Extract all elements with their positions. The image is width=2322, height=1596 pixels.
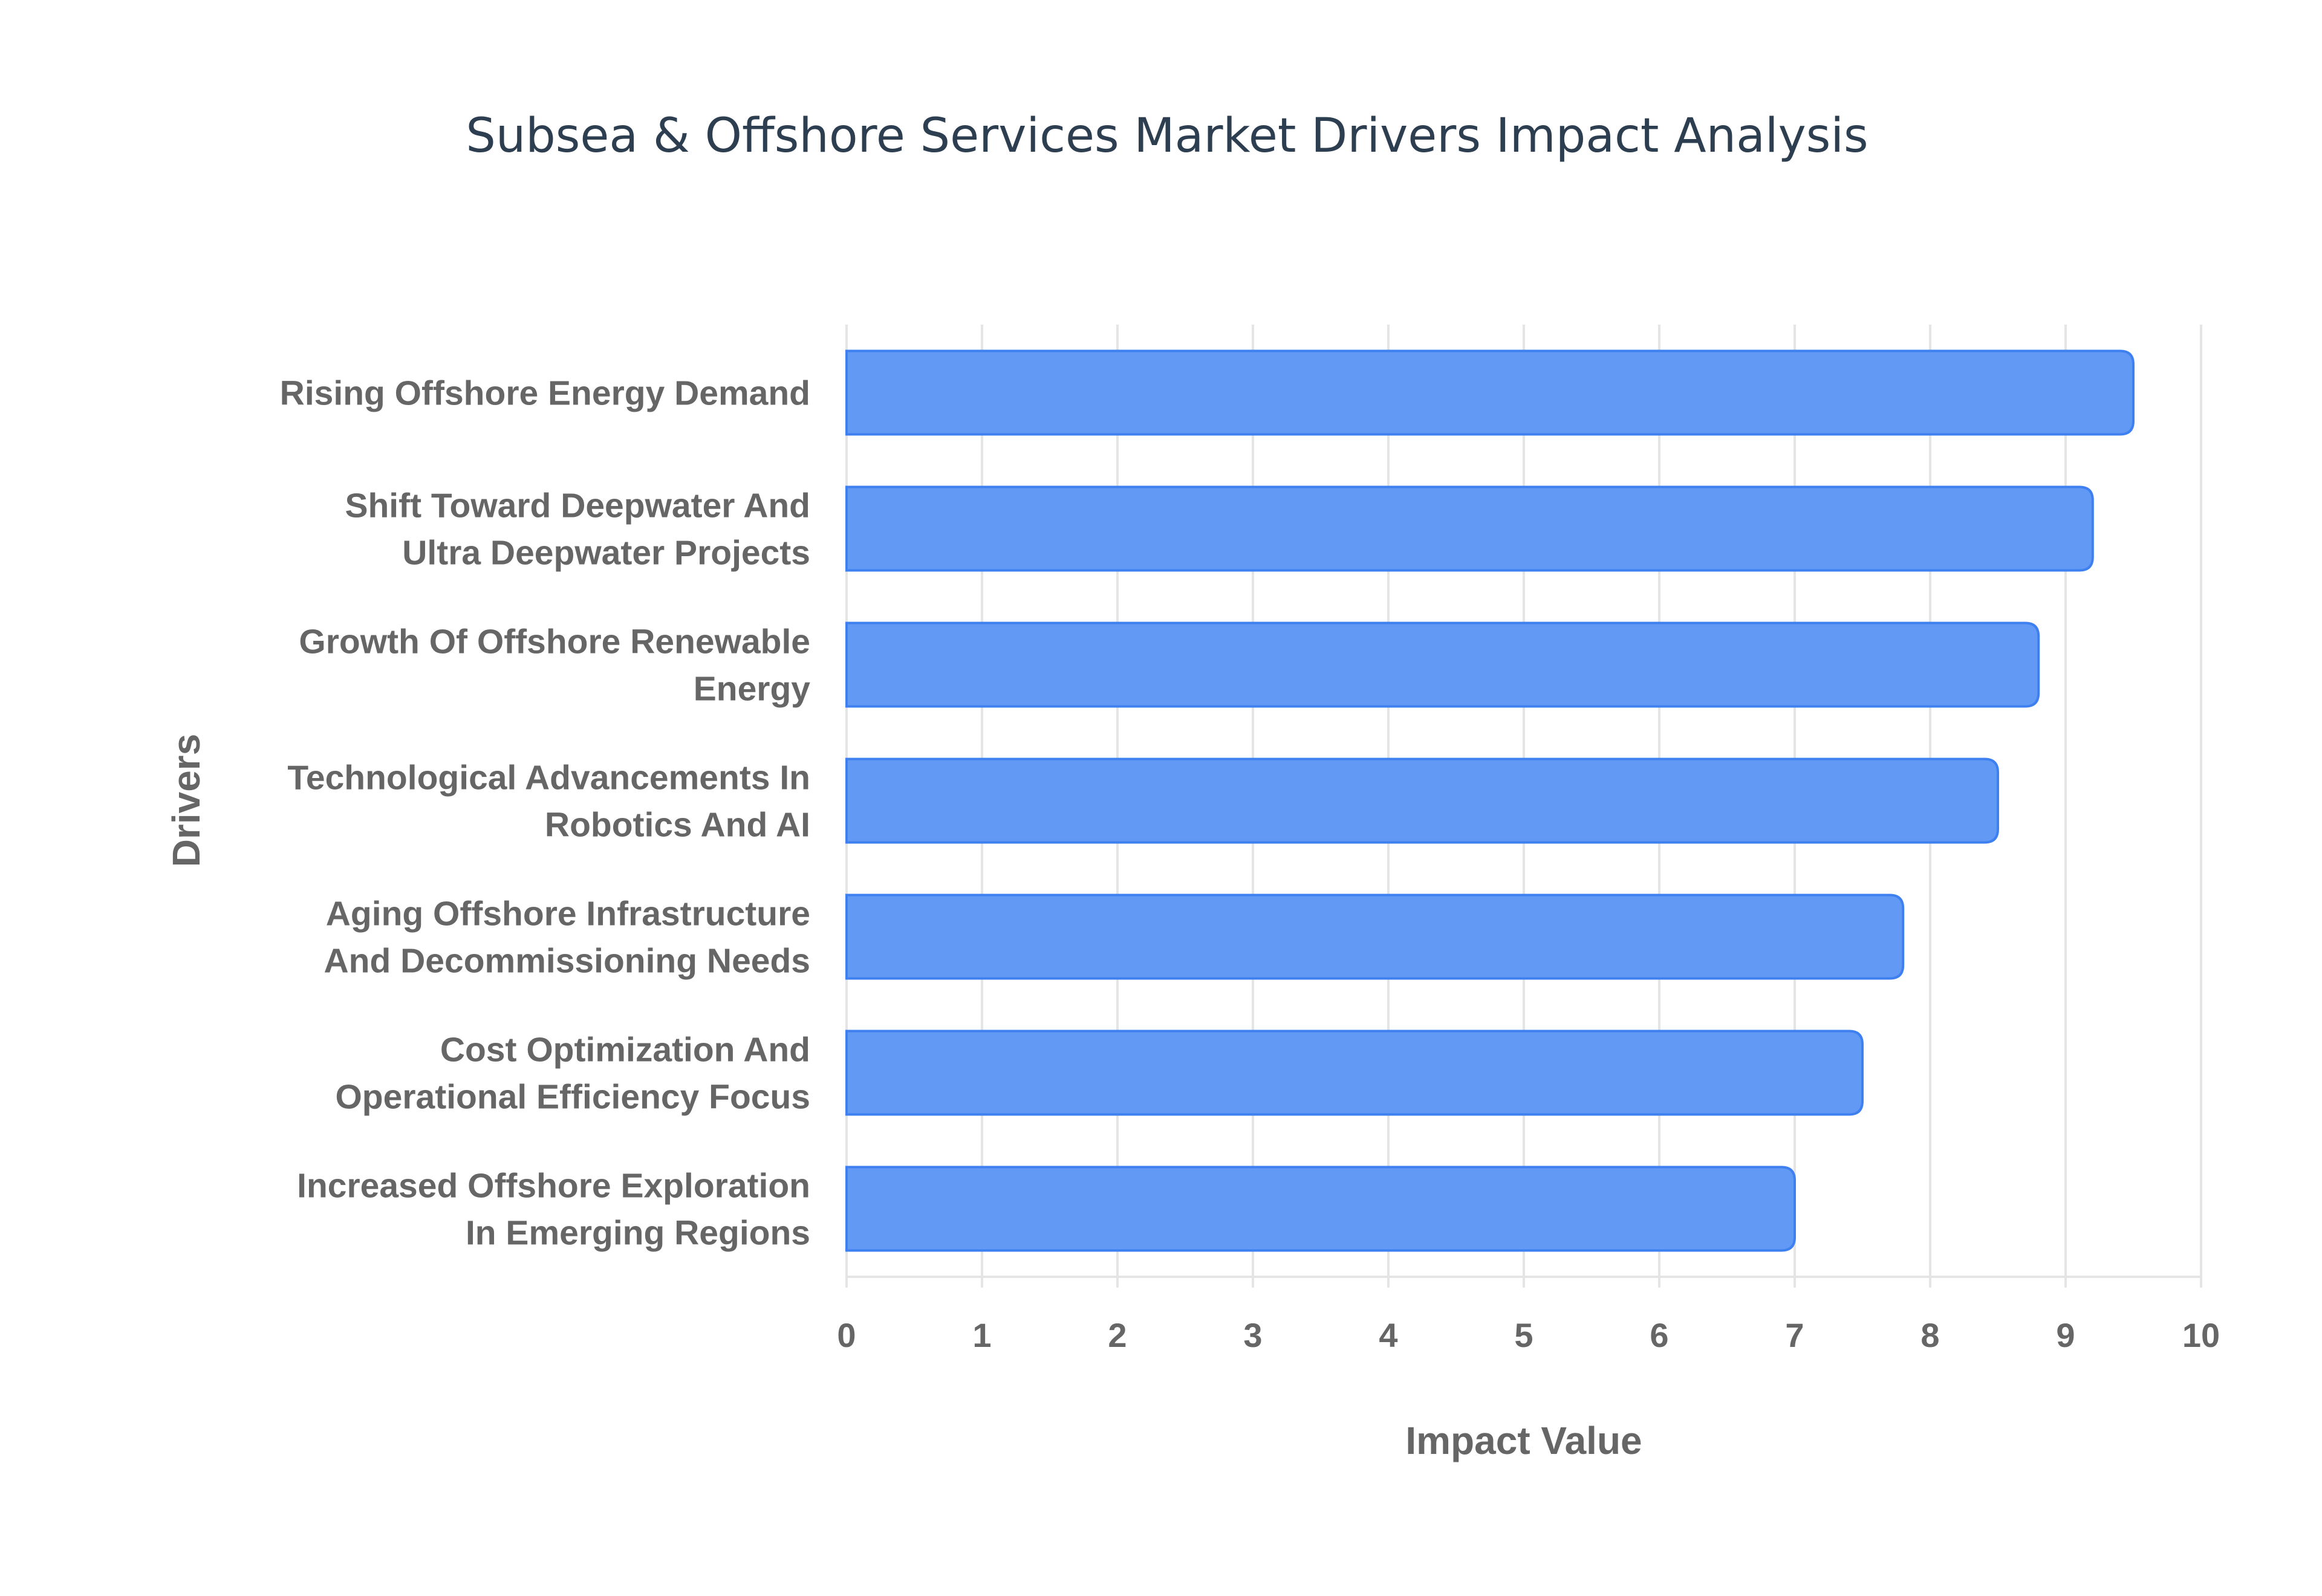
x-tick-label: 5 [1514,1316,1533,1354]
category-label: Rising Offshore Energy Demand [280,374,810,413]
bar [845,1166,1796,1252]
category-label: And Decommissioning Needs [324,942,811,981]
x-tick-label: 8 [1920,1316,1939,1354]
x-tick-label: 2 [1108,1316,1127,1354]
x-tick-label: 6 [1650,1316,1668,1354]
bar [845,894,1905,980]
x-tick-label: 9 [2056,1316,2075,1354]
bar [845,757,1999,844]
x-tick-label: 10 [2182,1316,2220,1354]
bar [845,1030,1864,1116]
category-label: In Emerging Regions [466,1214,810,1253]
category-label: Operational Efficiency Focus [335,1078,810,1117]
x-tick-label: 7 [1785,1316,1804,1354]
bar [845,349,2135,436]
x-tick-label: 0 [837,1316,856,1354]
category-label: Shift Toward Deepwater And [345,487,810,525]
category-label: Increased Offshore Exploration [297,1167,810,1205]
x-tick-label: 1 [972,1316,991,1354]
x-axis-title: Impact Value [1405,1419,1642,1462]
category-label: Cost Optimization And [440,1031,810,1069]
category-label: Aging Offshore Infrastructure [326,895,810,933]
x-tick-label: 4 [1379,1316,1397,1354]
category-label: Technological Advancements In [287,759,810,797]
bar [845,621,2040,708]
category-label: Growth Of Offshore Renewable [299,623,810,661]
bar [845,485,2094,572]
chart-title: Subsea & Offshore Services Market Driver… [466,109,1868,163]
category-label: Robotics And AI [545,806,810,845]
category-label: Energy [694,670,811,709]
category-label: Ultra Deepwater Projects [402,534,810,573]
x-tick-label: 3 [1243,1316,1262,1354]
y-axis-title: Drivers [164,734,208,868]
